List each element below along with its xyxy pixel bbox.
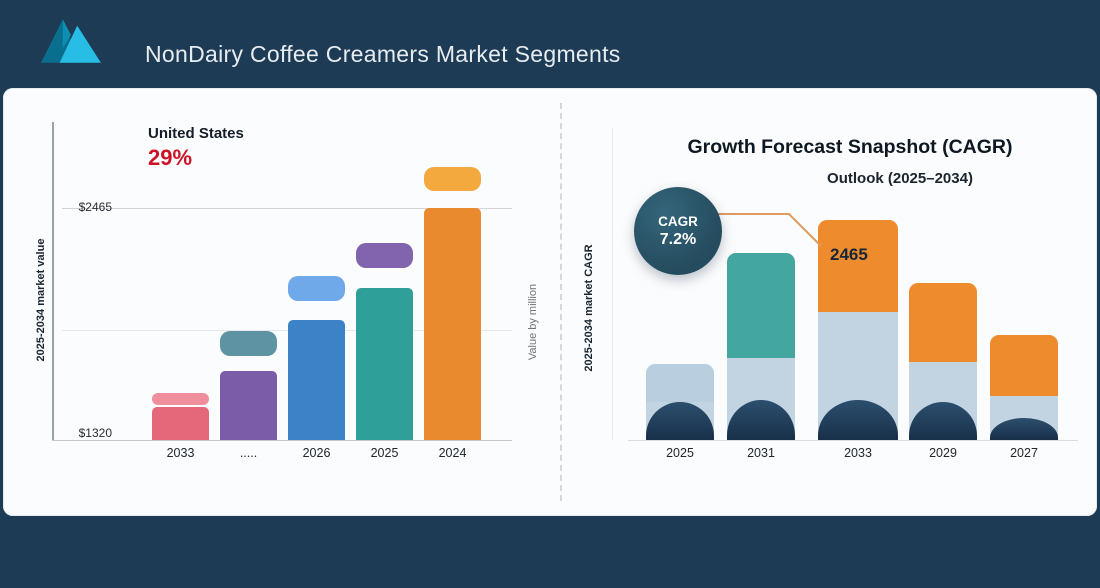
country-label: United States [148,125,244,142]
footer: @ All Market Analysis Snapshot GlobalNon… [0,516,1100,588]
header: NonDairy Coffee Creamers Market Segments [0,0,1100,88]
bar-2026 [288,319,345,440]
right-x-axis-line [628,440,1078,441]
x-tick-label: 2025 [370,446,399,460]
cagr-badge: CAGR 7.2% [634,187,722,275]
panel-divider [560,103,562,501]
ama-mountain-logo-icon [41,19,101,63]
cagr-badge-label: CAGR [658,213,698,229]
bar-2024 [424,208,481,440]
y-tick-top: $2465 [78,200,112,214]
left-y-axis-line [52,122,54,440]
gridline-top [62,208,512,209]
x-tick-label: 2033 [166,446,195,460]
bar-cap-2033 [152,392,209,406]
bar-cap-2024 [424,166,481,191]
page-title: NonDairy Coffee Creamers Market Segments [145,41,621,68]
bar-base-2027 [990,417,1058,440]
right-y-axis-line [612,128,613,440]
cagr-badge-value: 7.2% [659,230,697,248]
bar-2025 [356,288,413,440]
gridline-mid [62,330,512,331]
peak-value-label: 2465 [830,245,868,264]
y-tick-bottom: $1320 [78,426,112,440]
bar-cap-2026 [288,276,345,301]
right-chart-subtitle: Outlook (2025–2034) [827,170,973,187]
bar-2033 [152,406,209,440]
bar-..... [220,371,277,440]
x-tick-label: 2024 [438,446,467,460]
x-tick-label: 2026 [302,446,331,460]
x-tick-label: 2033 [844,446,872,460]
x-tick-label: 2025 [666,446,694,460]
x-tick-label: 2029 [929,446,957,460]
right-chart-title: Growth Forecast Snapshot (CAGR) [687,136,1013,159]
x-tick-label: 2031 [747,446,775,460]
x-tick-label: 2027 [1010,446,1038,460]
growth-percent: 29% [148,145,193,170]
bar-cap-2025 [356,242,413,269]
x-tick-label: ..... [239,446,258,460]
left-x-axis-line [52,440,512,441]
bar-cap-..... [220,330,277,357]
